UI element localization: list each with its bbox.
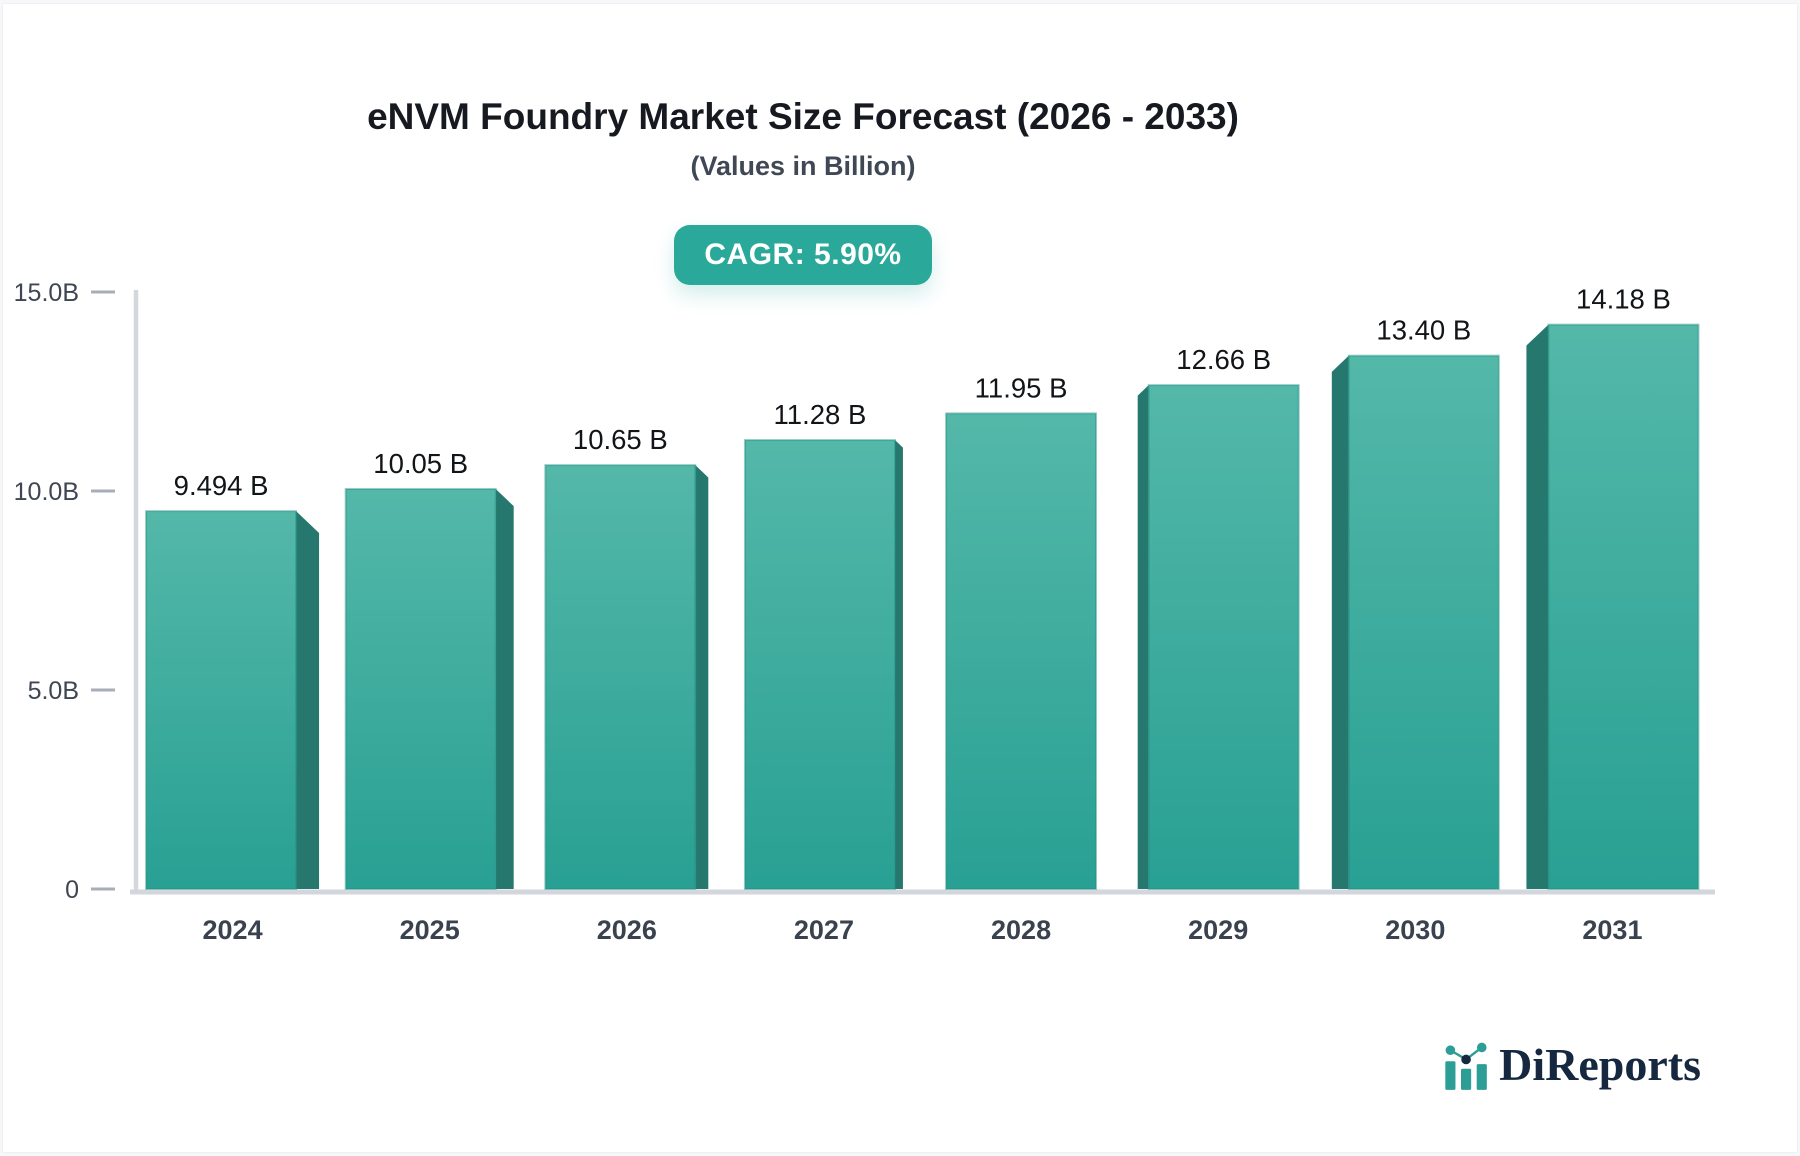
y-tick-label: 0 xyxy=(65,876,79,904)
bar-value-label: 11.28 B xyxy=(774,399,867,430)
bar-group-2026: 10.65 B 2026 xyxy=(544,424,709,945)
y-tick-label: 5.0B xyxy=(28,677,79,705)
x-tick-label: 2031 xyxy=(1582,915,1642,945)
bar-value-label: 9.494 B xyxy=(174,470,269,501)
y-tick-label: 15.0B xyxy=(14,279,79,307)
bar xyxy=(544,464,697,890)
x-tick-label: 2026 xyxy=(597,915,657,945)
bar xyxy=(1547,323,1700,890)
brand-logo: DiReports xyxy=(1443,1038,1701,1092)
bar-side-face xyxy=(1137,385,1149,889)
chart-card: eNVM Foundry Market Size Forecast (2026 … xyxy=(2,3,1798,1153)
y-tick-label: 10.0B xyxy=(14,478,79,506)
bar xyxy=(344,488,497,890)
cagr-badge: CAGR: 5.90% xyxy=(674,225,932,285)
x-tick-label: 2024 xyxy=(203,915,263,945)
bar-group-2031: 14.18 B 2031 xyxy=(1526,284,1700,945)
bar-side-face xyxy=(1331,355,1349,889)
chart-subtitle: (Values in Billion) xyxy=(690,151,916,181)
x-tick-label: 2029 xyxy=(1188,915,1248,945)
x-tick-label: 2027 xyxy=(794,915,854,945)
x-tick-label: 2028 xyxy=(991,915,1051,945)
bar-side-face xyxy=(894,440,903,889)
bar-group-2029: 12.66 B 2029 xyxy=(1137,344,1300,945)
bar-value-label: 13.40 B xyxy=(1376,315,1471,346)
chart-title: eNVM Foundry Market Size Forecast (2026 … xyxy=(367,96,1239,137)
bar-value-label: 10.05 B xyxy=(373,448,468,479)
bar-group-2024: 9.494 B 2024 xyxy=(145,470,320,945)
bar-side-face xyxy=(1526,324,1549,889)
bar-value-label: 14.18 B xyxy=(1576,284,1671,315)
cagr-badge-row: CAGR: 5.90% xyxy=(3,225,1603,285)
bar-side-face xyxy=(495,489,514,889)
x-tick-label: 2025 xyxy=(400,915,460,945)
bar-group-2027: 11.28 B 2027 xyxy=(743,399,903,945)
bar-side-face xyxy=(695,465,709,889)
bar xyxy=(945,412,1098,890)
bar-group-2028: 11.95 B 2028 xyxy=(945,372,1098,945)
bar-side-face xyxy=(296,511,320,889)
bar-value-label: 11.95 B xyxy=(975,372,1068,403)
bar xyxy=(1147,384,1300,890)
bar xyxy=(743,439,896,890)
bar-value-label: 12.66 B xyxy=(1176,344,1271,375)
x-tick-label: 2030 xyxy=(1385,915,1445,945)
bar-value-label: 10.65 B xyxy=(573,424,668,455)
logo-text: DiReports xyxy=(1499,1039,1701,1090)
logo-bars-icon xyxy=(1445,1042,1487,1090)
bar xyxy=(1347,354,1500,890)
bar xyxy=(145,510,298,890)
bar-group-2025: 10.05 B 2025 xyxy=(344,448,514,945)
bar-group-2030: 13.40 B 2030 xyxy=(1331,315,1500,945)
